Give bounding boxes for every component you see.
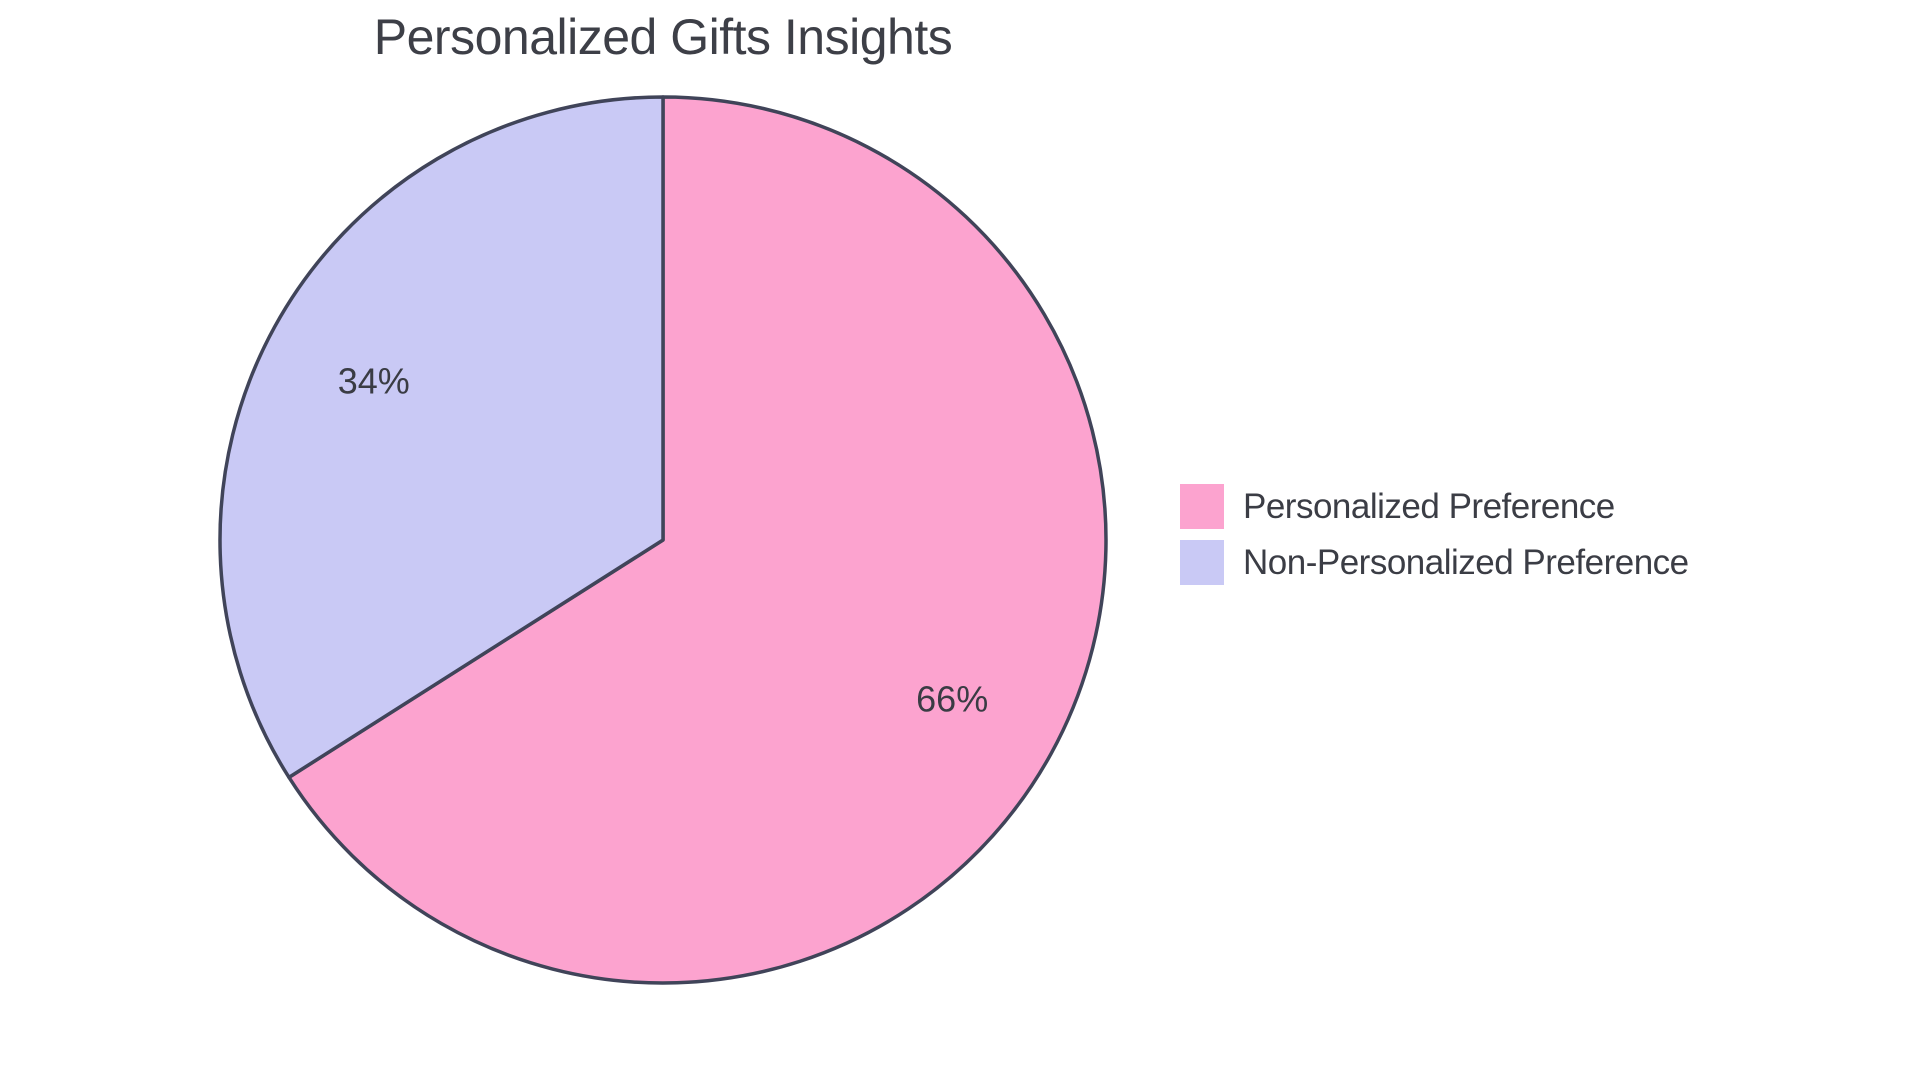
legend-label: Non-Personalized Preference: [1243, 542, 1689, 582]
pie-slices-group: [218, 95, 1108, 985]
legend-swatch-personalized-preference: [1180, 484, 1224, 529]
chart-title: Personalized Gifts Insights: [373, 9, 953, 65]
legend-item-non-personalized-preference[interactable]: Non-Personalized Preference: [1180, 540, 1689, 585]
slice-percentage-label-non-personalized-preference: 34%: [338, 361, 410, 402]
legend: Personalized Preference Non-Personalized …: [1180, 484, 1689, 585]
legend-item-personalized-preference[interactable]: Personalized Preference: [1180, 484, 1689, 529]
pie-slice-non-personalized-preference[interactable]: [218, 95, 665, 780]
pie-labels-group: 66% 34%: [338, 361, 988, 720]
legend-swatch-non-personalized-preference: [1180, 540, 1224, 585]
slice-percentage-label-personalized-preference: 66%: [916, 679, 988, 720]
legend-label: Personalized Preference: [1243, 486, 1615, 526]
pie-slice-personalized-preference[interactable]: [287, 95, 1108, 985]
